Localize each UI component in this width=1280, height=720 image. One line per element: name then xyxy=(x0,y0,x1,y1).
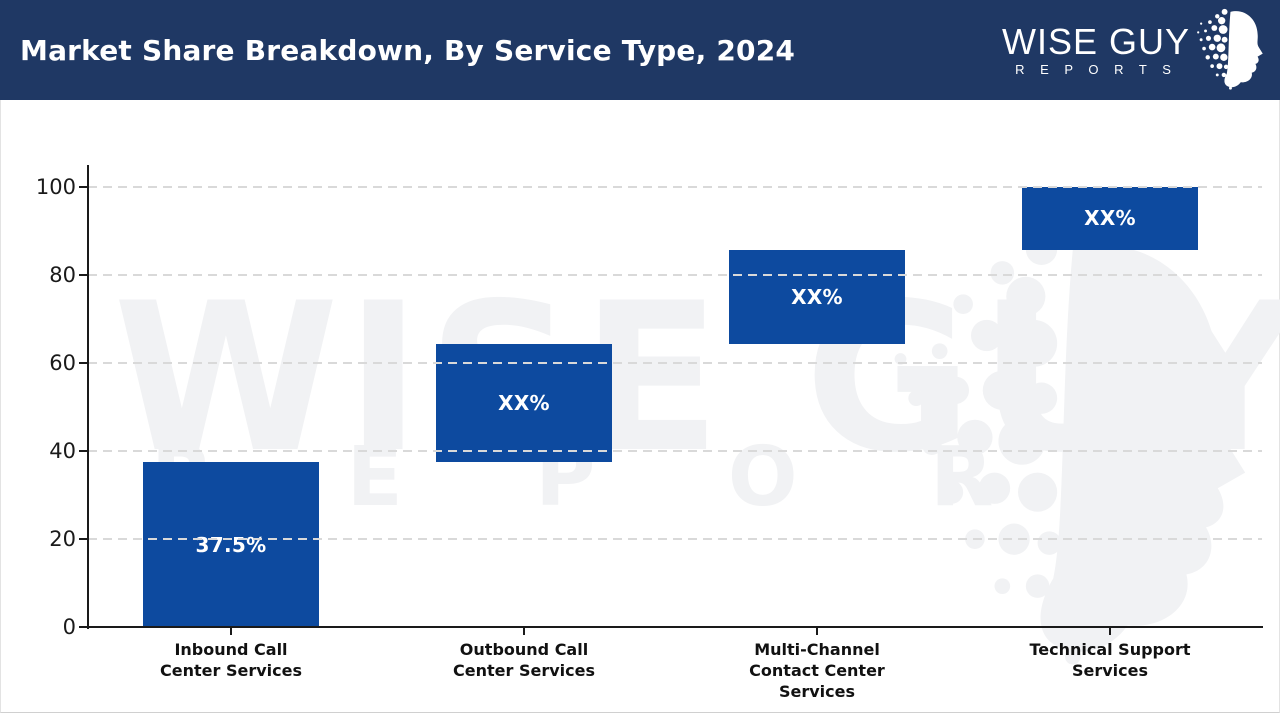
bar-value-label: XX% xyxy=(1084,206,1136,231)
x-axis-category-label: Outbound Call Center Services xyxy=(453,640,595,680)
x-axis-tick xyxy=(816,628,818,635)
y-axis-tick-label: 100 xyxy=(35,175,76,199)
x-axis-tick xyxy=(230,628,232,635)
y-axis-tick xyxy=(79,538,87,540)
x-axis-tick xyxy=(1109,628,1111,635)
gridline xyxy=(88,362,1262,364)
y-axis-tick xyxy=(79,274,87,276)
page-title: Market Share Breakdown, By Service Type,… xyxy=(20,33,796,67)
y-axis-tick xyxy=(79,362,87,364)
gridline xyxy=(88,450,1262,452)
y-axis-tick xyxy=(79,626,87,628)
bar-value-label: 37.5% xyxy=(195,532,267,557)
y-axis-tick xyxy=(79,450,87,452)
x-axis-tick xyxy=(523,628,525,635)
bar-value-label: XX% xyxy=(498,391,550,416)
gridline xyxy=(88,538,1262,540)
wiseguy-logo: WISE GUY R E P O R T S xyxy=(1002,6,1266,94)
x-axis-category-label: Multi-Channel Contact Center Services xyxy=(749,640,885,701)
watermark: WISE GUY R E P O R T S xyxy=(1,100,1280,720)
bar: XX% xyxy=(729,249,905,344)
y-axis-tick xyxy=(79,186,87,188)
header: Market Share Breakdown, By Service Type,… xyxy=(0,0,1280,100)
bar: 37.5% xyxy=(143,462,319,627)
y-axis-tick-label: 0 xyxy=(62,615,76,639)
y-axis-line xyxy=(87,165,89,629)
y-axis-tick-label: 40 xyxy=(49,439,76,463)
logo-subtitle: R E P O R T S xyxy=(1015,62,1177,77)
x-axis-category-label: Technical Support Services xyxy=(1029,640,1191,680)
x-axis-line xyxy=(87,626,1263,628)
gridline xyxy=(88,186,1262,188)
y-axis-tick-label: 80 xyxy=(49,263,76,287)
y-axis-tick-label: 60 xyxy=(49,351,76,375)
logo-name: WISE GUY xyxy=(1001,21,1190,62)
y-axis-tick-label: 20 xyxy=(49,527,76,551)
x-axis-category-label: Inbound Call Center Services xyxy=(160,640,302,680)
bar-value-label: XX% xyxy=(791,284,843,309)
gridline xyxy=(88,274,1262,276)
bar: XX% xyxy=(1022,187,1198,250)
